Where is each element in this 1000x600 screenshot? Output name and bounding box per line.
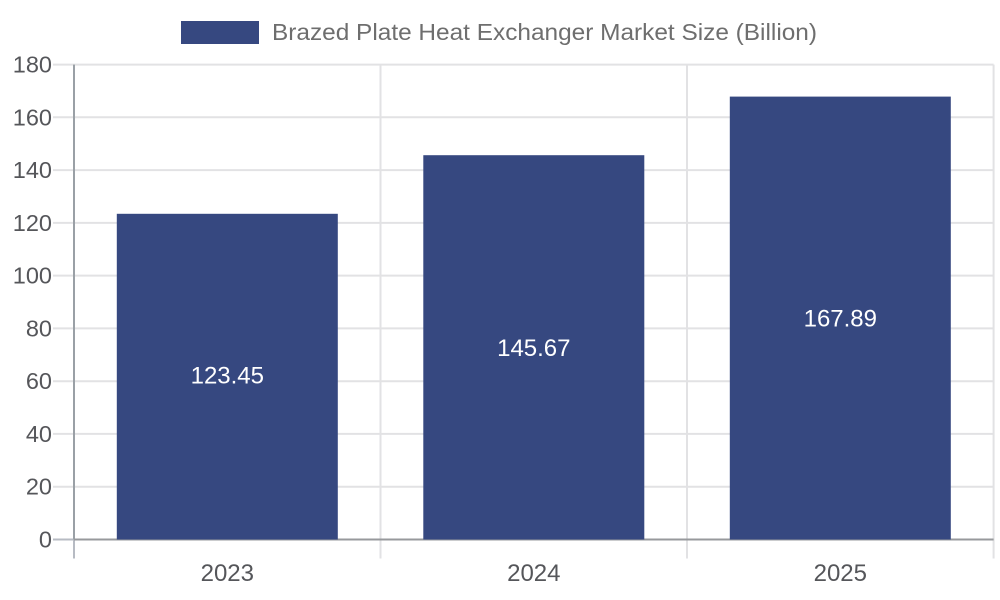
svg-text:0: 0 bbox=[39, 527, 52, 553]
svg-text:167.89: 167.89 bbox=[804, 306, 877, 333]
svg-text:2023: 2023 bbox=[201, 560, 254, 587]
svg-text:123.45: 123.45 bbox=[191, 363, 264, 390]
svg-text:140: 140 bbox=[13, 157, 52, 183]
svg-text:180: 180 bbox=[13, 52, 52, 78]
svg-text:20: 20 bbox=[26, 474, 52, 500]
svg-text:2025: 2025 bbox=[814, 560, 867, 587]
svg-text:100: 100 bbox=[13, 263, 52, 289]
svg-text:60: 60 bbox=[26, 368, 52, 394]
svg-text:145.67: 145.67 bbox=[497, 335, 570, 362]
svg-text:2024: 2024 bbox=[507, 560, 560, 587]
svg-text:80: 80 bbox=[26, 315, 52, 341]
svg-text:Brazed Plate Heat Exchanger Ma: Brazed Plate Heat Exchanger Market Size … bbox=[272, 19, 817, 45]
svg-text:120: 120 bbox=[13, 210, 52, 236]
svg-text:40: 40 bbox=[26, 421, 52, 447]
svg-text:160: 160 bbox=[13, 104, 52, 130]
